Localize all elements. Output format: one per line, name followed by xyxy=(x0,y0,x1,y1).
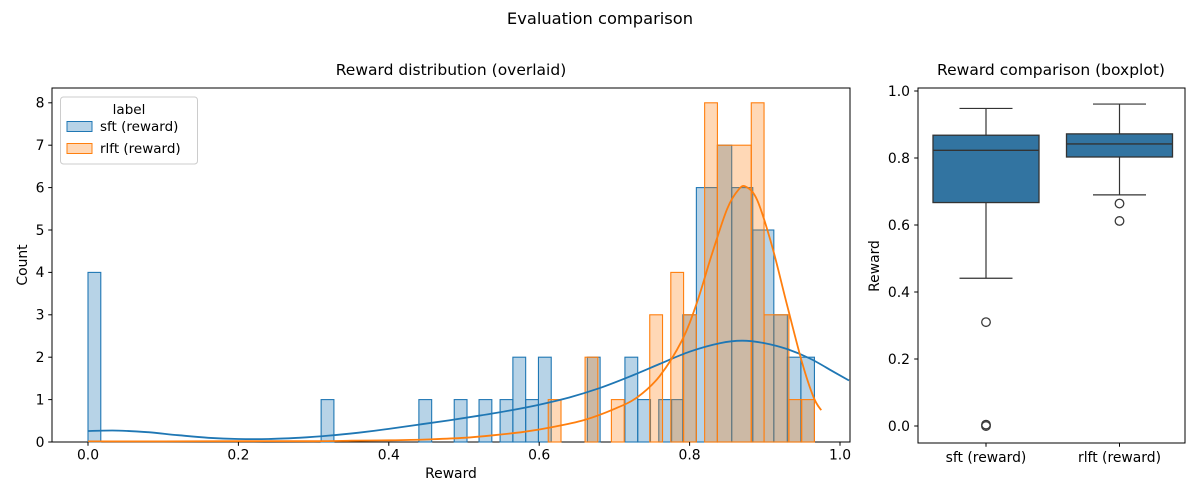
hist-ylabel: Count xyxy=(15,244,31,286)
hist-bar-sft xyxy=(478,399,493,443)
box-ylabel: Reward xyxy=(867,240,883,292)
box-rlft xyxy=(1065,103,1174,226)
boxplot-ticks: 0.0 0.2 0.4 0.6 0.8 1.0 sft (reward) rlft (rewa… xyxy=(888,84,1161,466)
hist-title: Reward distribution (overlaid) xyxy=(336,61,567,79)
kde-line-sft xyxy=(87,339,850,441)
x-tick-label: 0.6 xyxy=(528,448,550,464)
hist-bar-sft xyxy=(624,356,639,443)
x-tick-label: 1.0 xyxy=(829,448,851,464)
hist-bar-rlft xyxy=(750,102,765,443)
y-tick-label: 6 xyxy=(36,180,45,196)
boxplot-render xyxy=(917,87,1186,444)
y-tick-label: 0.8 xyxy=(888,151,910,167)
hist-bar-sft xyxy=(499,399,514,443)
hist-bar-rlft xyxy=(584,356,599,443)
hist-kde-lines xyxy=(87,185,850,443)
y-tick-label: 0.0 xyxy=(888,419,910,435)
hist-bar-sft xyxy=(320,399,335,443)
x-tick-label: 0.4 xyxy=(378,448,400,464)
hist-spines xyxy=(51,87,851,443)
hist-bar-sft xyxy=(418,399,433,443)
outlier-point xyxy=(981,421,991,431)
x-tick-label: rlft (reward) xyxy=(1078,450,1161,466)
x-tick-label: 0.2 xyxy=(227,448,249,464)
y-tick-label: 5 xyxy=(36,223,45,239)
box-sft xyxy=(932,107,1040,431)
box-body xyxy=(1065,133,1174,158)
box-title: Reward comparison (boxplot) xyxy=(937,61,1165,79)
y-tick-label: 7 xyxy=(36,138,45,154)
y-tick-label: 1 xyxy=(36,392,45,408)
y-tick-label: 4 xyxy=(36,265,45,281)
hist-bar-sft xyxy=(512,356,527,443)
y-tick-label: 3 xyxy=(36,308,45,324)
hist-bar-sft xyxy=(637,399,652,443)
hist-ticks: 0.0 0.2 0.4 0.6 0.8 1.0 0 1 2 3 4 5 6 7 8 xyxy=(36,96,851,464)
y-tick-label: 0.6 xyxy=(888,218,910,234)
figure-title: Evaluation comparison xyxy=(507,9,693,28)
box-body xyxy=(932,134,1040,204)
hist-bar-rlft xyxy=(801,399,815,443)
legend-label-rlft: rlft (reward) xyxy=(100,141,181,157)
hist-bar-rlft xyxy=(788,399,803,443)
hist-bar-sft xyxy=(87,271,102,443)
y-tick-label: 0 xyxy=(36,435,45,451)
legend-swatch-rlft xyxy=(66,143,93,154)
outlier-point xyxy=(981,317,991,328)
hist-bar-rlft xyxy=(763,314,790,443)
legend-label-sft: sft (reward) xyxy=(100,119,178,135)
kde-line-rlft xyxy=(87,185,822,443)
legend-frame xyxy=(60,96,198,165)
x-tick-label: 0.8 xyxy=(679,448,701,464)
legend: label sft (reward) rlft (reward) xyxy=(60,96,198,165)
y-tick-label: 2 xyxy=(36,350,45,366)
hist-bar-sft xyxy=(453,399,468,443)
y-tick-label: 1.0 xyxy=(888,84,910,100)
hist-bar-rlft xyxy=(547,399,562,443)
y-tick-label: 0.2 xyxy=(888,352,910,368)
hist-bars xyxy=(87,102,815,443)
box-spines xyxy=(917,87,1186,444)
legend-swatch-sft xyxy=(66,121,93,132)
hist-bar-rlft xyxy=(649,314,664,443)
x-tick-label: 0.0 xyxy=(77,448,99,464)
hist-bar-rlft xyxy=(610,399,625,443)
hist-xlabel: Reward xyxy=(425,466,477,482)
outlier-point xyxy=(1114,198,1125,209)
hist-frame xyxy=(51,87,851,443)
x-tick-label: sft (reward) xyxy=(946,450,1027,466)
y-tick-label: 0.4 xyxy=(888,285,910,301)
legend-title: label xyxy=(113,102,146,118)
outlier-point xyxy=(1114,216,1125,226)
y-tick-label: 8 xyxy=(36,96,45,112)
hist-bar-rlft xyxy=(716,144,752,443)
